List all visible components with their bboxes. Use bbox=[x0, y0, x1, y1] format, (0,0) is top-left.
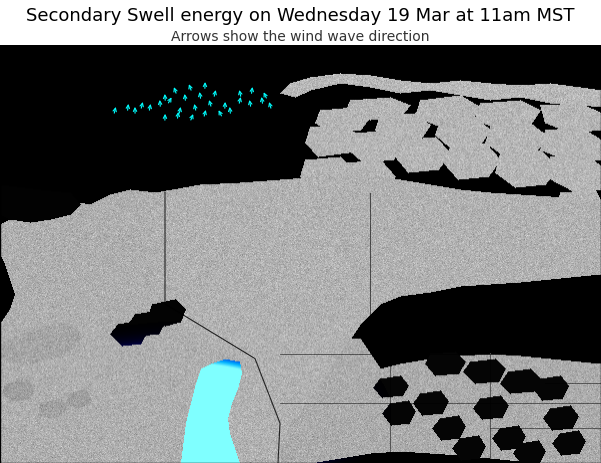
Text: Arrows show the wind wave direction: Arrows show the wind wave direction bbox=[171, 30, 430, 44]
Text: Secondary Swell energy on Wednesday 19 Mar at 11am MST: Secondary Swell energy on Wednesday 19 M… bbox=[26, 7, 575, 25]
